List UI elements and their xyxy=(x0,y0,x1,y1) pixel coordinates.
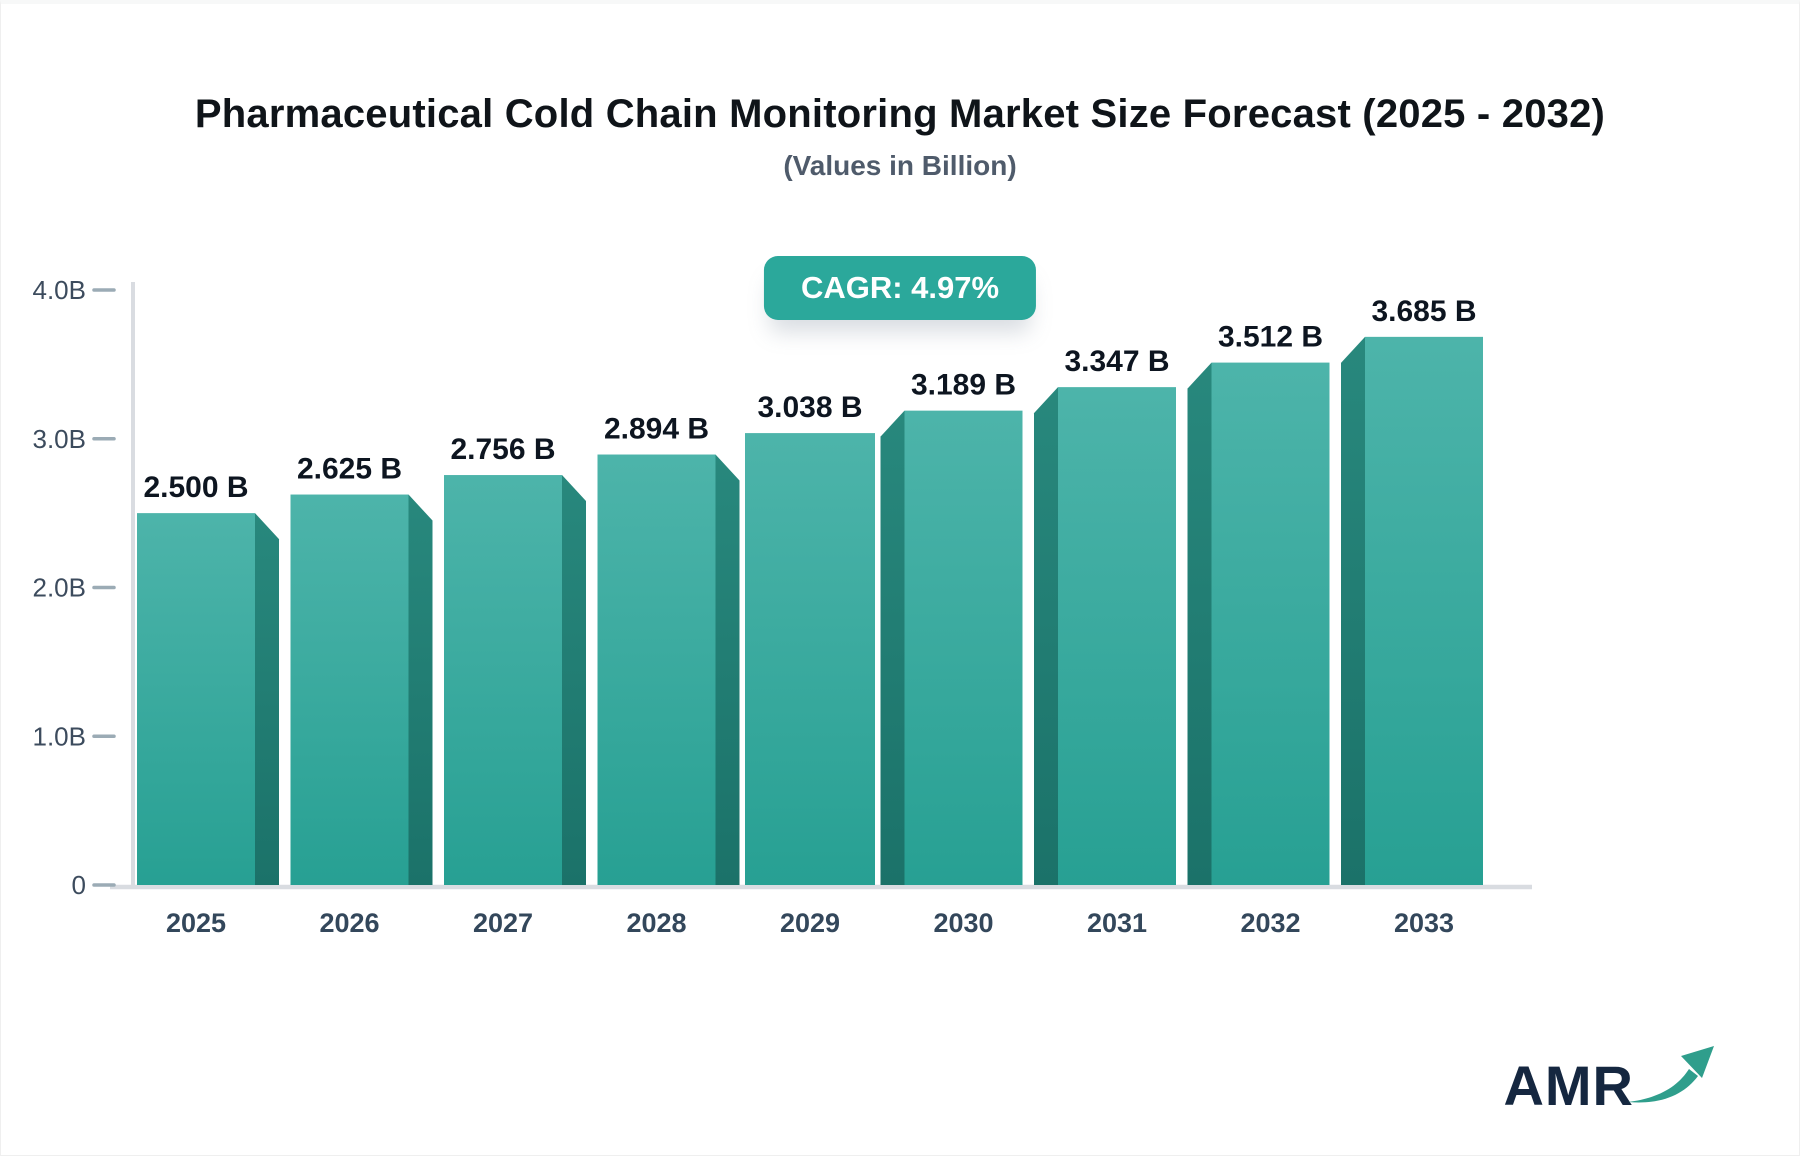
bar-side-face xyxy=(408,494,433,885)
x-axis-label: 2033 xyxy=(1394,908,1454,938)
chart-labels: 4.0B 3.0B 2.0B 1.0B 0 2.500 B 2025 2.625 B 2026 2… xyxy=(33,275,1477,938)
bar-value-label: 3.685 B xyxy=(1371,295,1476,328)
bar-2025 xyxy=(137,513,255,885)
bar-side-face xyxy=(1034,387,1058,885)
bar-value-label: 2.894 B xyxy=(604,413,709,446)
amr-logo-text: AMR xyxy=(1503,1054,1634,1117)
bar-side-face xyxy=(562,475,586,885)
y-axis-tick-label: 0 xyxy=(72,870,86,900)
bar-value-label: 3.189 B xyxy=(911,369,1016,402)
growth-arrow-icon xyxy=(1628,1046,1714,1103)
chart-axes xyxy=(92,282,1532,890)
bar-2032 xyxy=(1211,362,1330,886)
bar-2027 xyxy=(444,475,562,885)
bar-side-face xyxy=(1341,336,1365,885)
cagr-badge-label: CAGR: 4.97% xyxy=(800,270,1000,305)
amr-logo: AMR xyxy=(1503,1038,1718,1114)
chart-subtitle: (Values in Billion) xyxy=(783,150,1017,181)
bar-value-label: 3.347 B xyxy=(1064,345,1169,378)
y-axis-tick-label: 1.0B xyxy=(33,721,87,751)
chart-bars xyxy=(137,336,1483,886)
bar-2026 xyxy=(290,494,409,885)
x-axis-label: 2028 xyxy=(626,908,686,938)
bar-value-label: 3.038 B xyxy=(757,391,862,424)
chart-title: Pharmaceutical Cold Chain Monitoring Mar… xyxy=(194,92,1606,136)
y-axis-tick-label: 4.0B xyxy=(33,275,87,305)
bar-side-face xyxy=(715,454,740,885)
x-axis-label: 2032 xyxy=(1240,908,1300,938)
x-axis-label: 2030 xyxy=(933,908,993,938)
bar-2031 xyxy=(1058,387,1176,885)
x-axis-label: 2031 xyxy=(1087,908,1147,938)
bar-value-label: 3.512 B xyxy=(1218,321,1323,354)
bar-value-label: 2.756 B xyxy=(450,433,555,466)
x-axis-label: 2025 xyxy=(166,908,226,938)
bar-side-face xyxy=(1187,362,1212,886)
bar-side-face xyxy=(880,410,905,885)
bar-value-label: 2.625 B xyxy=(297,453,402,486)
bar-2028 xyxy=(597,454,716,885)
y-axis-tick-label: 2.0B xyxy=(33,573,87,603)
bar-2029 xyxy=(745,433,875,885)
bar-2033 xyxy=(1365,336,1483,885)
y-axis-tick-label: 3.0B xyxy=(33,424,87,454)
x-axis-label: 2027 xyxy=(473,908,533,938)
bar-2030 xyxy=(904,410,1023,885)
x-axis-label: 2029 xyxy=(780,908,840,938)
cagr-badge: CAGR: 4.97% xyxy=(763,256,1037,320)
x-axis-label: 2026 xyxy=(319,908,379,938)
bar-side-face xyxy=(255,513,279,885)
bar-value-label: 2.500 B xyxy=(143,471,248,504)
